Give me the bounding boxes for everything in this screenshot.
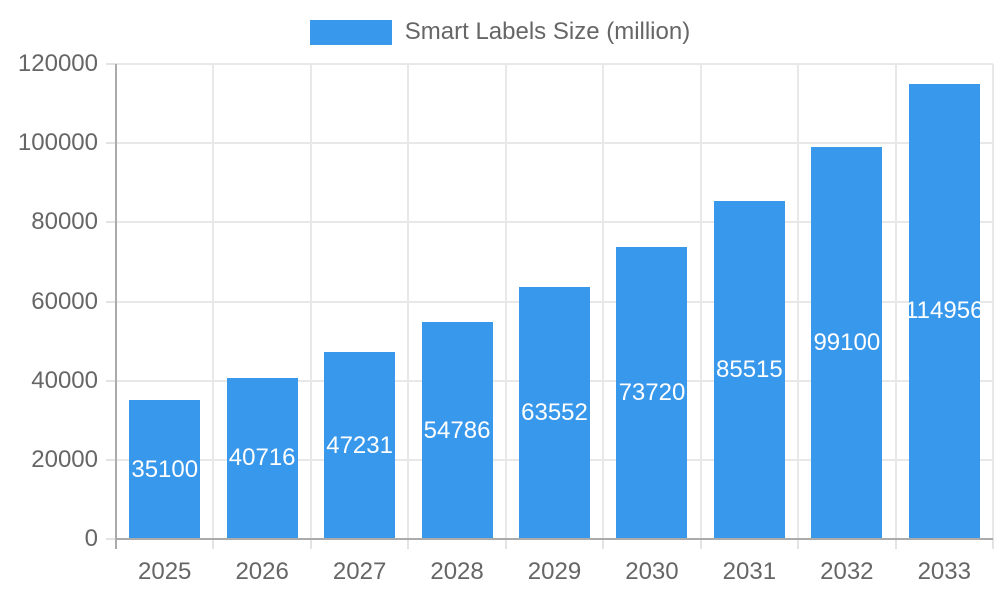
x-gridline [407,64,410,539]
bar [226,377,298,539]
y-tick-label: 60000 [31,287,98,315]
legend-item[interactable]: Smart Labels Size (million) [0,19,1000,45]
x-gridline [602,64,605,539]
x-tick-label: 2028 [430,558,484,585]
x-tick [699,539,702,549]
x-gridline [894,64,897,539]
x-tick-label: 2032 [820,558,874,585]
y-tick [106,221,116,224]
bar [616,247,688,539]
bar-value-label: 63552 [521,399,588,427]
x-tick [212,539,215,549]
y-tick-label: 120000 [17,50,98,77]
bar-value-label: 35100 [131,455,199,483]
y-tick [106,379,116,382]
x-tick-label: 2030 [625,558,679,585]
x-gridline [699,64,702,539]
x-tick-label: 2025 [138,558,192,585]
bar-value-label: 114956 [905,297,984,325]
legend-label: Smart Labels Size (million) [404,18,691,45]
y-tick-label: 100000 [17,129,98,157]
x-tick [407,539,410,549]
bar [713,200,785,539]
x-tick [504,539,507,549]
bar [421,322,493,539]
y-tick [106,63,116,65]
x-tick-label: 2029 [527,558,582,585]
x-tick [309,539,312,549]
x-tick-label: 2031 [722,558,777,585]
y-tick-label: 80000 [31,208,98,236]
x-tick [894,539,897,549]
y-axis-line [115,64,117,549]
x-tick-label: 2027 [332,558,387,585]
y-gridline [116,142,993,145]
bar [324,352,396,539]
bar-value-label: 47231 [326,431,393,459]
bar [519,287,590,539]
y-tick [106,458,116,461]
y-tick-label: 0 [84,525,98,552]
bar [908,83,980,539]
x-tick [992,539,994,549]
y-tick [106,142,116,145]
bar-value-label: 40716 [228,444,296,472]
x-tick-label: 2026 [235,558,289,585]
bar-value-label: 99100 [813,328,881,356]
bar-value-label: 73720 [618,379,686,407]
y-tick [106,538,116,540]
y-gridline [116,63,993,65]
x-gridline [212,64,215,539]
bar-value-label: 54786 [423,416,491,444]
x-tick [797,539,800,549]
x-gridline [992,64,994,539]
y-tick-label: 40000 [31,366,98,394]
y-tick-label: 20000 [31,445,98,473]
x-gridline [504,64,507,539]
y-gridline [116,221,993,224]
legend-swatch [309,19,392,45]
y-tick [106,300,116,303]
bar-value-label: 85515 [716,355,783,383]
x-tick-label: 2033 [917,558,971,585]
bar [129,400,201,539]
x-gridline [309,64,312,539]
bar [811,146,883,539]
x-tick [602,539,605,549]
x-axis-line [116,538,993,540]
x-gridline [797,64,800,539]
